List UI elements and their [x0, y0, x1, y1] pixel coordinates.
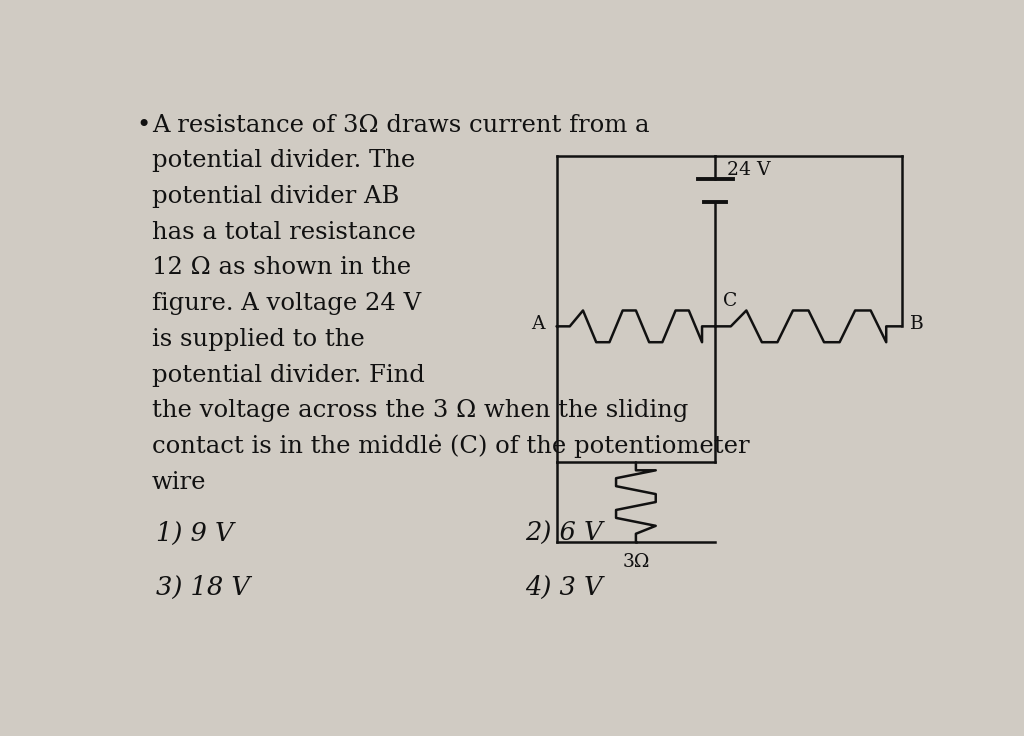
- Text: 3) 18 V: 3) 18 V: [156, 575, 250, 600]
- Text: B: B: [909, 314, 924, 333]
- Text: C: C: [723, 292, 737, 310]
- Text: figure. A voltage 24 V: figure. A voltage 24 V: [152, 292, 421, 315]
- Text: •: •: [136, 113, 151, 137]
- Text: 24 V: 24 V: [727, 161, 771, 180]
- Text: 3Ω: 3Ω: [623, 553, 649, 570]
- Text: wire: wire: [152, 471, 206, 494]
- Text: A: A: [531, 314, 545, 333]
- Text: potential divider AB: potential divider AB: [152, 185, 399, 208]
- Text: 2) 6 V: 2) 6 V: [524, 520, 602, 545]
- Text: A resistance of 3Ω draws current from a: A resistance of 3Ω draws current from a: [152, 113, 649, 137]
- Text: 4) 3 V: 4) 3 V: [524, 575, 602, 600]
- Text: potential divider. The: potential divider. The: [152, 149, 415, 172]
- Text: 12 Ω as shown in the: 12 Ω as shown in the: [152, 256, 411, 280]
- Text: the voltage across the 3 Ω when the sliding: the voltage across the 3 Ω when the slid…: [152, 400, 688, 422]
- Text: has a total resistance: has a total resistance: [152, 221, 416, 244]
- Text: is supplied to the: is supplied to the: [152, 328, 365, 351]
- Text: 1) 9 V: 1) 9 V: [156, 520, 233, 545]
- Text: contact is in the middlė (C) of the potentiometer: contact is in the middlė (C) of the pot…: [152, 434, 750, 459]
- Text: potential divider. Find: potential divider. Find: [152, 364, 425, 386]
